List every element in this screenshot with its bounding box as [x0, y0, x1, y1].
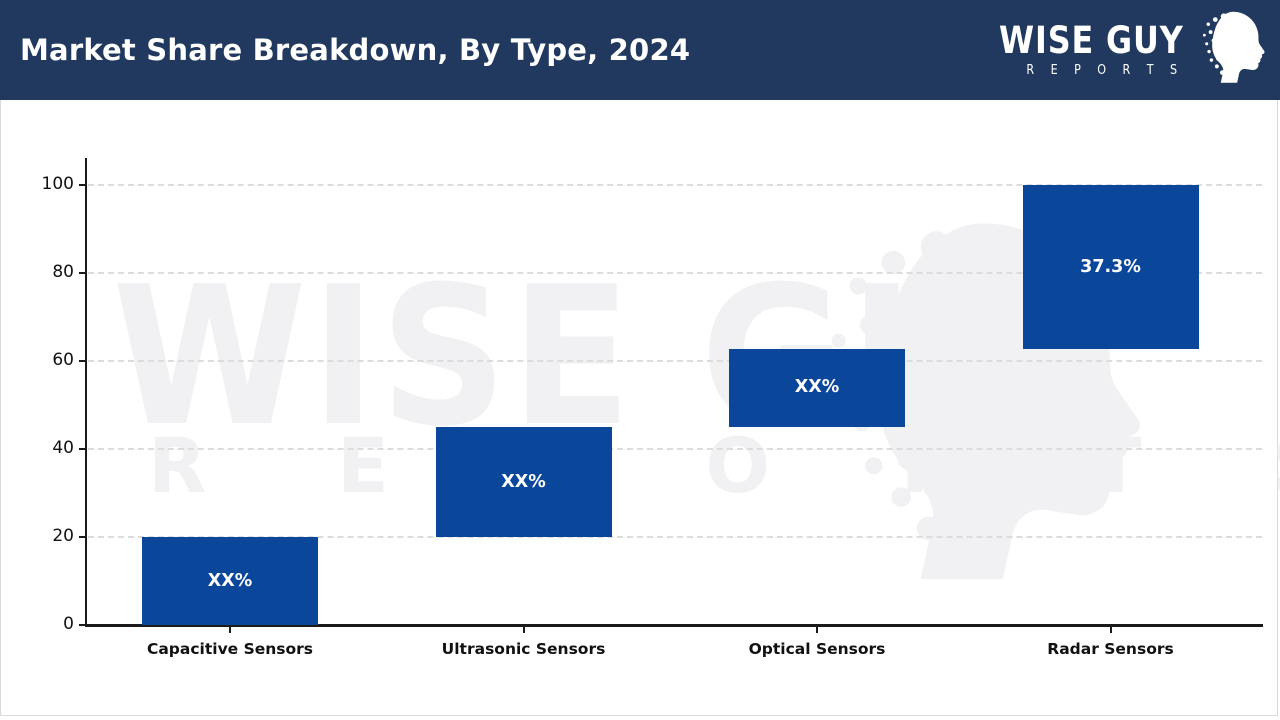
x-axis-tick-mark	[816, 627, 818, 633]
bar-value-label: 37.3%	[1080, 257, 1141, 277]
y-axis-tick-label: 20	[52, 526, 74, 546]
y-axis-tick-label: 40	[52, 438, 74, 458]
y-axis-tick-mark	[79, 272, 86, 274]
brand-logo: WISE GUY R E P O R T S	[969, 6, 1266, 94]
page-title: Market Share Breakdown, By Type, 2024	[20, 33, 691, 67]
x-axis-tick-mark	[229, 627, 231, 633]
y-axis-tick-mark	[79, 536, 86, 538]
y-axis-tick-label: 80	[52, 262, 74, 282]
x-axis-category-label: Ultrasonic Sensors	[441, 640, 606, 658]
brand-logo-text: WISE GUY R E P O R T S	[999, 19, 1184, 78]
x-axis-category-label: Radar Sensors	[1047, 640, 1174, 658]
bar-radar-sensors: 37.3%	[1022, 185, 1199, 350]
x-axis-category-label: Optical Sensors	[748, 640, 886, 658]
y-axis-tick-mark	[79, 184, 86, 186]
x-axis-tick-mark	[1109, 627, 1112, 633]
y-gridline	[88, 184, 1262, 186]
bar-value-label: XX%	[501, 472, 546, 492]
bar-capacitive-sensors: XX%	[142, 537, 318, 625]
y-axis-tick-mark	[79, 448, 86, 450]
brand-name: WISE GUY	[999, 19, 1184, 63]
y-gridline	[88, 272, 1262, 274]
x-axis-tick-mark	[522, 627, 525, 633]
x-axis-category-label: Capacitive Sensors	[146, 640, 314, 658]
header-bar: Market Share Breakdown, By Type, 2024 WI…	[0, 0, 1280, 100]
bar-value-label: XX%	[207, 571, 253, 591]
y-axis-tick-label: 100	[41, 174, 74, 194]
y-gridline	[88, 360, 1262, 362]
x-axis-spine	[85, 624, 1263, 627]
y-gridline	[88, 448, 1262, 450]
y-axis-tick-mark	[79, 624, 86, 626]
bar-value-label: XX%	[794, 377, 840, 398]
bar-ultrasonic-sensors: XX%	[435, 427, 612, 537]
y-axis-tick-mark	[79, 360, 86, 362]
y-axis-tick-label: 0	[63, 614, 74, 634]
bar-optical-sensors: XX%	[729, 349, 905, 427]
y-gridline	[88, 536, 1262, 538]
face-profile-logo-icon	[1202, 11, 1265, 83]
y-axis-spine	[85, 158, 87, 627]
brand-subtitle: R E P O R T S	[1026, 62, 1184, 78]
y-axis-tick-label: 60	[52, 350, 74, 370]
